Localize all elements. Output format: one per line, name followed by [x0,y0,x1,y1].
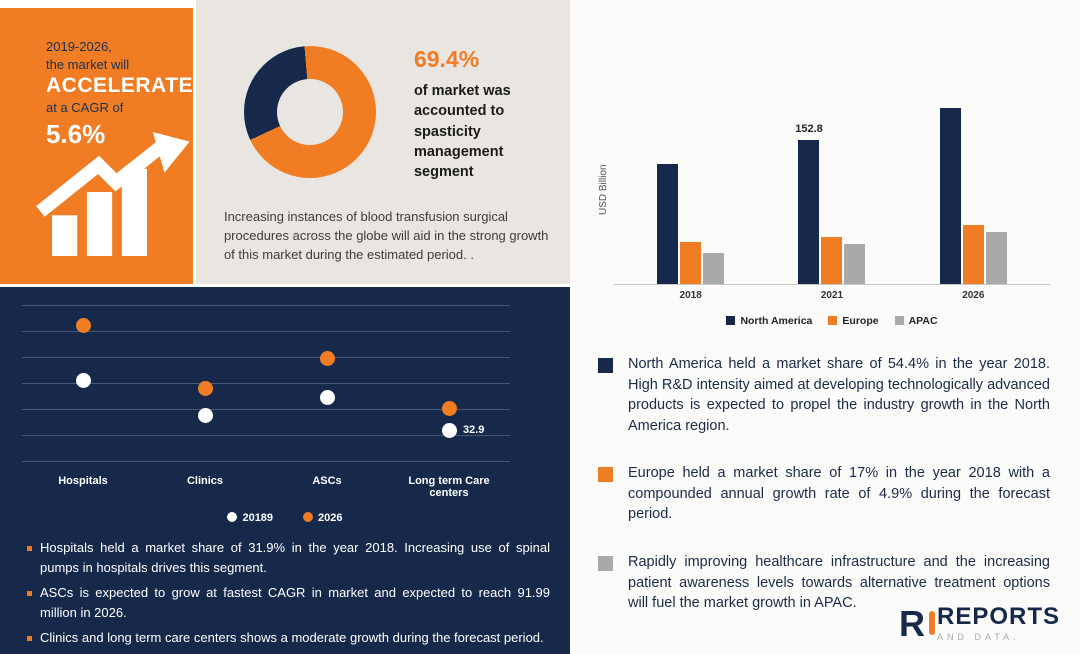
dot-cat-ltc: Long term Care centers [408,475,490,499]
bar-chart-area: 152.8 2018 2021 2026 [614,95,1050,327]
bar-eu-2026 [962,225,984,284]
dot-chart-categories: Hospitals Clinics ASCs Long term Care ce… [22,475,510,499]
bar-ap-2026 [985,232,1007,284]
bar-ap-2021 [844,244,866,284]
donut-caption: of market was accounted to spasticity ma… [413,83,511,181]
bullet-text: Rapidly improving healthcare infrastruct… [628,554,1050,612]
donut-percent-value: 69.4% [413,46,480,72]
bullet-text: Europe held a market share of 17% in the… [628,465,1050,523]
dot-2026-ltc [442,401,457,417]
bullet-square-navy-icon [598,358,613,373]
legend-square-apac-icon [894,316,904,325]
bar-group-2026 [939,95,1007,284]
right-bullet-north-america: North America held a market share of 54.… [598,354,1050,436]
legend-square-eu-icon [828,316,838,325]
bullet-item: Clinics and long term care centers shows… [26,628,550,648]
accelerate-period: 2019-2026, [46,39,112,54]
logo-subtitle: AND DATA. [936,632,1020,642]
legend-label-na: North America [740,315,813,327]
legend-item-north-america: North America [726,315,812,327]
bar-eu-2018 [680,242,702,284]
accelerate-headline: ACCELERATE [46,74,193,98]
logo-r-icon: R [899,605,937,642]
dot-cat-hospitals: Hospitals [58,475,108,487]
bar-chart-categories: 2018 2021 2026 [614,290,1050,301]
dot-col-hospitals [22,305,144,463]
logo-text-block: REPORTS AND DATA. [936,603,1060,643]
bar-ap-2018 [703,252,725,284]
bar-na-2018 [657,164,679,284]
legend-label-2018: 20189 [242,512,274,524]
legend-dot-2018-icon [227,512,238,522]
dot-col-ascs [266,305,388,463]
dot-2018-clinics [198,407,213,423]
bar-group-2021: 152.8 [795,95,866,284]
logo-title: REPORTS [936,603,1060,630]
dot-2018-ltc [442,423,457,439]
accelerate-line4: at a CAGR of [46,100,124,116]
legend-label-2026: 2026 [318,512,343,524]
right-bullet-europe: Europe held a market share of 17% in the… [598,463,1050,525]
bar-eu-2021 [821,236,843,284]
right-column: USD Billion 152.8 [570,0,1080,654]
legend-dot-2026-icon [303,512,314,522]
dot-chart: 32.9 [22,305,510,463]
bar-chart: USD Billion 152.8 [598,95,1050,327]
bar-cat-2018: 2018 [679,290,702,301]
left-column: 2019-2026, the market will ACCELERATE at… [0,0,580,654]
legend-label-apac: APAC [908,315,938,327]
left-bullet-list: Hospitals held a market share of 31.9% i… [26,538,550,648]
dot-col-ltc: 32.9 [388,305,510,463]
reports-and-data-logo: R REPORTS AND DATA. [899,603,1060,643]
accelerate-line2: the market will [46,56,130,72]
legend-item-europe: Europe [828,315,879,327]
bar-na-2026 [939,108,961,284]
legend-square-na-icon [726,316,736,325]
legend-item-apac: APAC [894,315,938,327]
bar-na-2021: 152.8 [795,123,823,284]
bar-chart-legend: North America Europe APAC [614,315,1050,327]
bar-chart-plot: 152.8 [614,95,1050,285]
bullet-item: Hospitals held a market share of 31.9% i… [26,538,550,577]
growth-arrow-icon [36,131,190,256]
donut-text: 69.4% of market was accounted to spastic… [414,46,564,182]
bullet-square-gray-icon [598,556,613,572]
dot-chart-legend: 20189 2026 [14,512,556,524]
dot-2018-ascs [320,390,335,406]
dot-2026-clinics [198,380,213,396]
legend-item-2018: 20189 [227,512,273,524]
dot-cat-ascs: ASCs [312,475,342,487]
top-row: 2019-2026, the market will ACCELERATE at… [0,0,580,284]
dot-2026-ascs [320,350,335,366]
donut-chart [243,46,376,178]
bar-cat-2026: 2026 [962,290,985,301]
legend-item-2026: 2026 [303,512,343,524]
donut-panel: 69.4% of market was accounted to spastic… [195,0,580,284]
donut-row: 69.4% of market was accounted to spastic… [220,46,564,182]
bar-group-2018 [657,95,725,284]
bar-value-label: 152.8 [795,122,823,135]
legend-label-eu: Europe [842,315,879,327]
dot-col-clinics [144,305,266,463]
bullet-item: ASCs is expected to grow at fastest CAGR… [26,583,550,622]
accelerate-cagr-value: 5.6% [46,118,106,149]
dot-chart-panel: 32.9 Hospitals Clinics ASCs Long term Ca… [0,287,570,654]
dot-2026-hospitals [76,317,91,333]
bar-cat-2021: 2021 [820,290,844,301]
donut-description: Increasing instances of blood transfusio… [223,209,549,263]
bullet-text: North America held a market share of 54.… [628,356,1050,434]
right-bullet-apac: Rapidly improving healthcare infrastruct… [598,552,1050,614]
accelerate-panel: 2019-2026, the market will ACCELERATE at… [0,8,193,284]
bullet-square-orange-icon [598,467,613,483]
dot-annotation-value: 32.9 [463,424,485,437]
dot-2018-hospitals [76,372,91,388]
dot-cat-clinics: Clinics [186,475,224,487]
bar-chart-ylabel: USD Billion [598,164,609,216]
